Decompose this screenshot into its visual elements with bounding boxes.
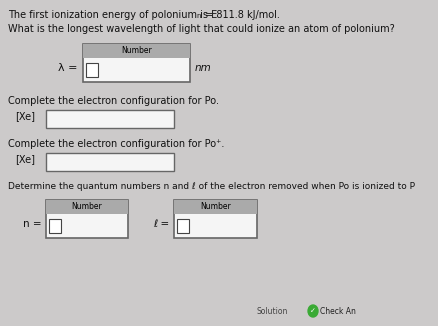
Text: Number: Number xyxy=(71,202,102,211)
Circle shape xyxy=(308,305,318,317)
Text: [Xe]: [Xe] xyxy=(15,154,35,164)
Bar xyxy=(83,44,191,58)
Text: λ =: λ = xyxy=(58,63,78,73)
Bar xyxy=(177,219,189,233)
Text: Number: Number xyxy=(200,202,231,211)
Text: n =: n = xyxy=(23,218,42,229)
Text: Complete the electron configuration for Po.: Complete the electron configuration for … xyxy=(8,96,219,106)
Text: [Xe]: [Xe] xyxy=(15,111,35,121)
Text: ✓: ✓ xyxy=(310,308,316,314)
Text: Complete the electron configuration for Po⁺.: Complete the electron configuration for … xyxy=(8,139,225,149)
Bar xyxy=(174,200,257,214)
Text: Determine the quantum numbers n and ℓ of the electron removed when Po is ionized: Determine the quantum numbers n and ℓ of… xyxy=(8,182,415,191)
Text: ℓ =: ℓ = xyxy=(153,218,170,229)
Bar xyxy=(46,110,174,128)
Bar xyxy=(46,200,128,214)
Bar xyxy=(83,44,191,82)
Text: n: n xyxy=(196,13,201,19)
Bar xyxy=(49,219,61,233)
Text: Number: Number xyxy=(121,46,152,55)
Text: What is the longest wavelength of light that could ionize an atom of polonium?: What is the longest wavelength of light … xyxy=(8,24,395,34)
Text: = 811.8 kJ/mol.: = 811.8 kJ/mol. xyxy=(202,10,280,20)
Text: Solution: Solution xyxy=(257,307,288,316)
Text: nm: nm xyxy=(194,63,212,73)
Bar xyxy=(174,200,257,238)
Bar xyxy=(86,63,98,77)
Text: The first ionization energy of polonium is E: The first ionization energy of polonium … xyxy=(8,10,218,20)
Bar xyxy=(46,200,128,238)
Bar xyxy=(46,153,174,171)
Text: Check An: Check An xyxy=(320,307,356,316)
